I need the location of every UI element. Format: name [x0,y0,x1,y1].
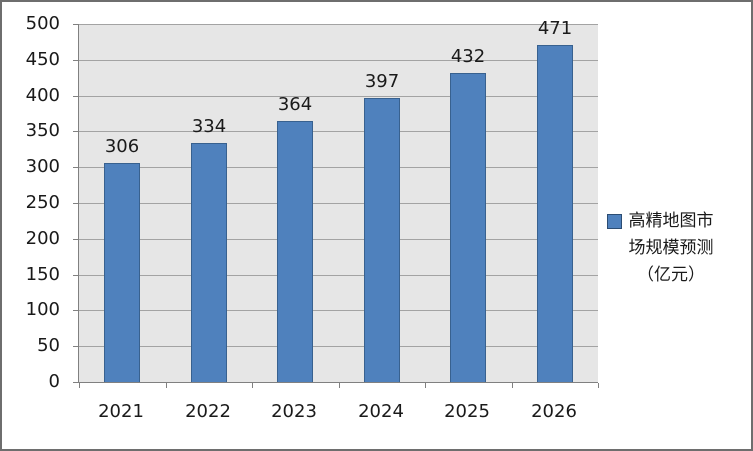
bar-2023[interactable] [277,121,313,382]
gridline [79,96,598,97]
y-axis-tick-label: 200 [25,228,60,249]
y-axis-tick [73,96,78,97]
legend-label-line: 高精地图市 [628,211,714,231]
y-axis-tick-label: 450 [25,49,60,70]
y-axis-tick-label: 350 [25,120,60,141]
y-axis-tick [73,310,78,311]
x-axis-tick-label: 2026 [531,401,577,422]
gridline [79,60,598,61]
gridline [79,167,598,168]
x-axis-tick-label: 2022 [185,401,231,422]
legend-label-line: （亿元） [637,265,705,285]
gridline [79,24,598,25]
legend-marker-icon [607,214,622,229]
x-axis-tick [252,383,253,388]
gridline [79,239,598,240]
gridline [79,131,598,132]
y-axis-tick-label: 0 [48,371,60,392]
y-axis-tick [73,60,78,61]
bar-2026[interactable] [537,45,573,382]
gridline [79,203,598,204]
y-axis-tick-label: 500 [25,13,60,34]
bar-2024[interactable] [364,98,400,382]
data-label: 364 [277,94,313,115]
bar-2025[interactable] [450,73,486,382]
x-axis-tick-label: 2024 [358,401,404,422]
data-label: 397 [364,71,400,92]
data-label: 306 [104,136,140,157]
data-label: 334 [191,116,227,137]
y-axis-tick [73,167,78,168]
gridline [79,310,598,311]
y-axis-tick-label: 100 [25,299,60,320]
bar-2021[interactable] [104,163,140,382]
legend[interactable]: 高精地图市场规模预测 （亿元） [607,208,715,289]
y-axis-tick [73,382,78,383]
y-axis-tick [73,24,78,25]
x-axis-tick [166,383,167,388]
y-axis-tick-label: 50 [37,335,60,356]
data-label: 432 [450,46,486,67]
gridline [79,275,598,276]
data-label: 471 [537,18,573,39]
x-axis-tick [79,383,80,388]
legend-label-line: 场规模预测 [628,238,714,258]
y-axis-tick-label: 150 [25,264,60,285]
x-axis-tick-label: 2021 [98,401,144,422]
x-axis-tick-label: 2025 [444,401,490,422]
legend-label: 高精地图市场规模预测 （亿元） [627,208,715,289]
y-axis-tick-label: 400 [25,85,60,106]
y-axis-tick [73,275,78,276]
x-axis-tick [339,383,340,388]
y-axis-tick-label: 250 [25,192,60,213]
x-axis-tick [598,383,599,388]
x-axis-tick-label: 2023 [271,401,317,422]
y-axis-tick [73,203,78,204]
y-axis-tick [73,346,78,347]
y-axis-tick [73,131,78,132]
gridline [79,346,598,347]
x-axis-tick [425,383,426,388]
x-axis-tick [512,383,513,388]
bar-2022[interactable] [191,143,227,382]
y-axis-tick [73,239,78,240]
y-axis-tick-label: 300 [25,156,60,177]
plot-area: 306 334 364 397 432 471 [73,18,599,388]
